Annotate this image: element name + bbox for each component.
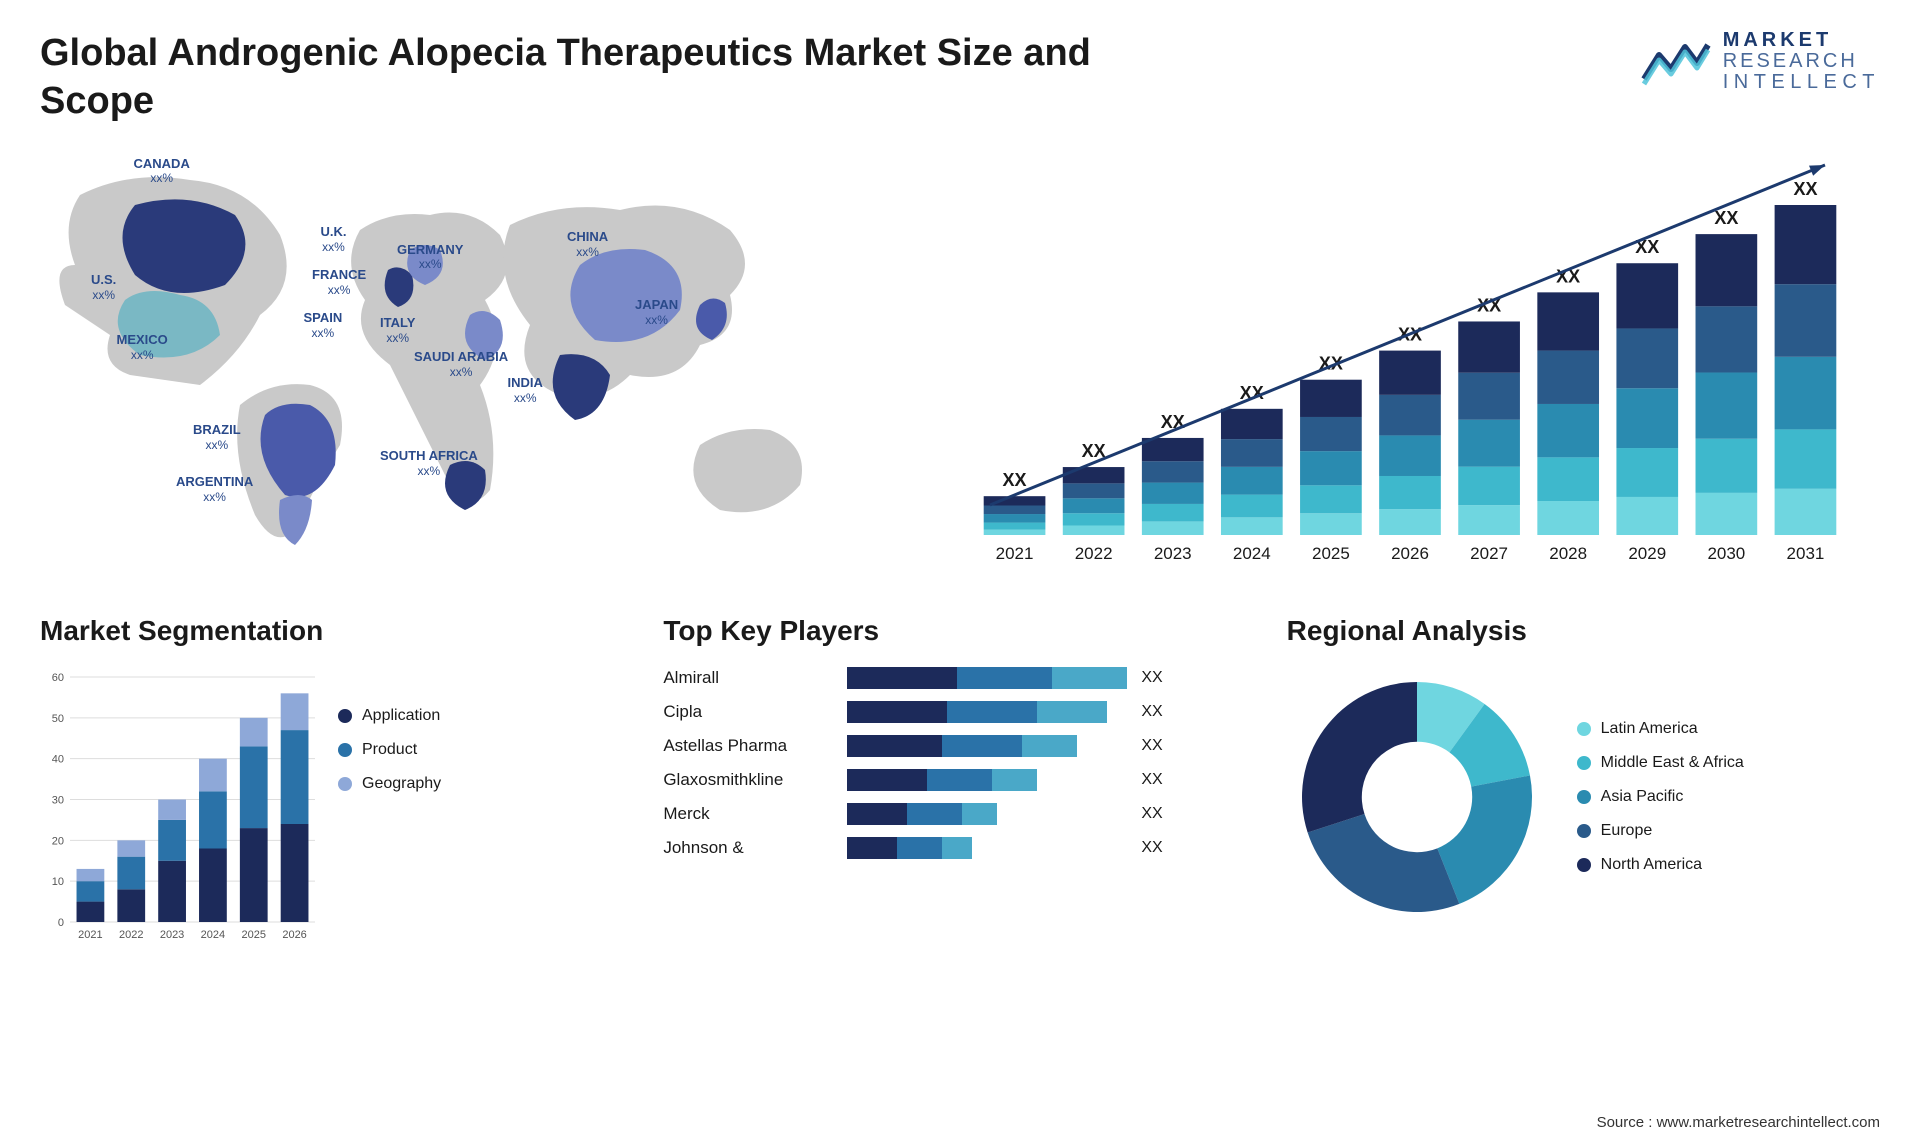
seg-legend-geography: Geography: [338, 775, 441, 793]
seg-legend-product: Product: [338, 741, 441, 759]
svg-text:2022: 2022: [119, 929, 143, 941]
world-map-panel: CANADAxx% U.S.xx% MEXICOxx% BRAZILxx% ARGENT…: [40, 135, 890, 565]
logo-text-2: RESEARCH: [1723, 51, 1880, 72]
svg-text:2030: 2030: [1707, 544, 1745, 563]
svg-text:10: 10: [52, 876, 64, 888]
region-legend-europe: Europe: [1577, 822, 1744, 840]
svg-text:2025: 2025: [1312, 544, 1350, 563]
seg-legend-application: Application: [338, 707, 441, 725]
player-row-johnson-: Johnson &XX: [663, 837, 1256, 859]
svg-text:2021: 2021: [78, 929, 102, 941]
svg-text:2028: 2028: [1549, 544, 1587, 563]
map-label-u-k-: U.K.xx%: [321, 225, 347, 255]
svg-text:2026: 2026: [1391, 544, 1429, 563]
map-label-italy: ITALYxx%: [380, 316, 415, 346]
players-title: Top Key Players: [663, 615, 1256, 647]
svg-text:XX: XX: [1003, 470, 1027, 490]
map-label-u-s-: U.S.xx%: [91, 273, 116, 303]
regional-title: Regional Analysis: [1287, 615, 1880, 647]
svg-text:XX: XX: [1714, 208, 1738, 228]
svg-text:0: 0: [58, 917, 64, 929]
player-row-almirall: AlmirallXX: [663, 667, 1256, 689]
segmentation-chart: 0 10 20 30 40 50 60 2021 2022 2023 2024 2025 2026: [40, 667, 320, 947]
regional-donut-chart: [1287, 667, 1547, 927]
map-label-saudi-arabia: SAUDI ARABIAxx%: [414, 350, 508, 380]
region-legend-middle-east-africa: Middle East & Africa: [1577, 754, 1744, 772]
logo-text-3: INTELLECT: [1723, 72, 1880, 93]
svg-text:2023: 2023: [1154, 544, 1192, 563]
svg-text:2024: 2024: [201, 929, 225, 941]
region-legend-latin-america: Latin America: [1577, 720, 1744, 738]
regional-legend: Latin America Middle East & Africa Asia Pa…: [1577, 720, 1744, 874]
svg-text:2029: 2029: [1628, 544, 1666, 563]
players-section: Top Key Players AlmirallXX CiplaXX Astella…: [663, 615, 1256, 947]
logo-text-1: MARKET: [1723, 30, 1880, 51]
svg-text:2021: 2021: [996, 544, 1034, 563]
player-row-cipla: CiplaXX: [663, 701, 1256, 723]
svg-text:40: 40: [52, 754, 64, 766]
map-label-france: FRANCExx%: [312, 268, 366, 298]
svg-text:30: 30: [52, 795, 64, 807]
svg-text:2027: 2027: [1470, 544, 1508, 563]
svg-text:2022: 2022: [1075, 544, 1113, 563]
regional-section: Regional Analysis Latin America Middle Ea…: [1287, 615, 1880, 947]
segmentation-title: Market Segmentation: [40, 615, 633, 647]
players-list: AlmirallXX CiplaXX Astellas PharmaXX Glaxos…: [663, 667, 1256, 859]
segmentation-section: Market Segmentation 0 10 20 30 40 50 60 2021 202…: [40, 615, 633, 947]
svg-text:2023: 2023: [160, 929, 184, 941]
source-text: Source : www.marketresearchintellect.com: [1597, 1114, 1880, 1131]
segmentation-legend: Application Product Geography: [338, 667, 441, 793]
svg-text:2025: 2025: [242, 929, 266, 941]
market-size-chart: XX2021XX2022XX2023XX2024XX2025XX2026XX20…: [930, 135, 1880, 575]
map-label-china: CHINAxx%: [567, 230, 608, 260]
region-legend-asia-pacific: Asia Pacific: [1577, 788, 1744, 806]
player-row-merck: MerckXX: [663, 803, 1256, 825]
page-title: Global Androgenic Alopecia Therapeutics …: [40, 30, 1140, 125]
map-label-brazil: BRAZILxx%: [193, 423, 241, 453]
svg-text:60: 60: [52, 672, 64, 684]
map-label-canada: CANADAxx%: [134, 157, 190, 187]
map-label-india: INDIAxx%: [508, 376, 543, 406]
svg-text:50: 50: [52, 713, 64, 725]
region-legend-north-america: North America: [1577, 856, 1744, 874]
svg-text:20: 20: [52, 835, 64, 847]
svg-text:XX: XX: [1161, 412, 1185, 432]
map-label-argentina: ARGENTINAxx%: [176, 475, 253, 505]
svg-text:XX: XX: [1793, 179, 1817, 199]
map-label-germany: GERMANYxx%: [397, 243, 463, 273]
player-row-glaxosmithkline: GlaxosmithklineXX: [663, 769, 1256, 791]
map-label-mexico: MEXICOxx%: [117, 333, 168, 363]
brand-logo: MARKET RESEARCH INTELLECT: [1641, 30, 1880, 93]
player-row-astellas-pharma: Astellas PharmaXX: [663, 735, 1256, 757]
map-label-south-africa: SOUTH AFRICAxx%: [380, 449, 478, 479]
svg-text:2024: 2024: [1233, 544, 1271, 563]
map-label-japan: JAPANxx%: [635, 298, 678, 328]
svg-text:2026: 2026: [282, 929, 306, 941]
logo-mark-icon: [1641, 37, 1711, 87]
svg-text:2031: 2031: [1787, 544, 1825, 563]
map-label-spain: SPAINxx%: [304, 311, 343, 341]
